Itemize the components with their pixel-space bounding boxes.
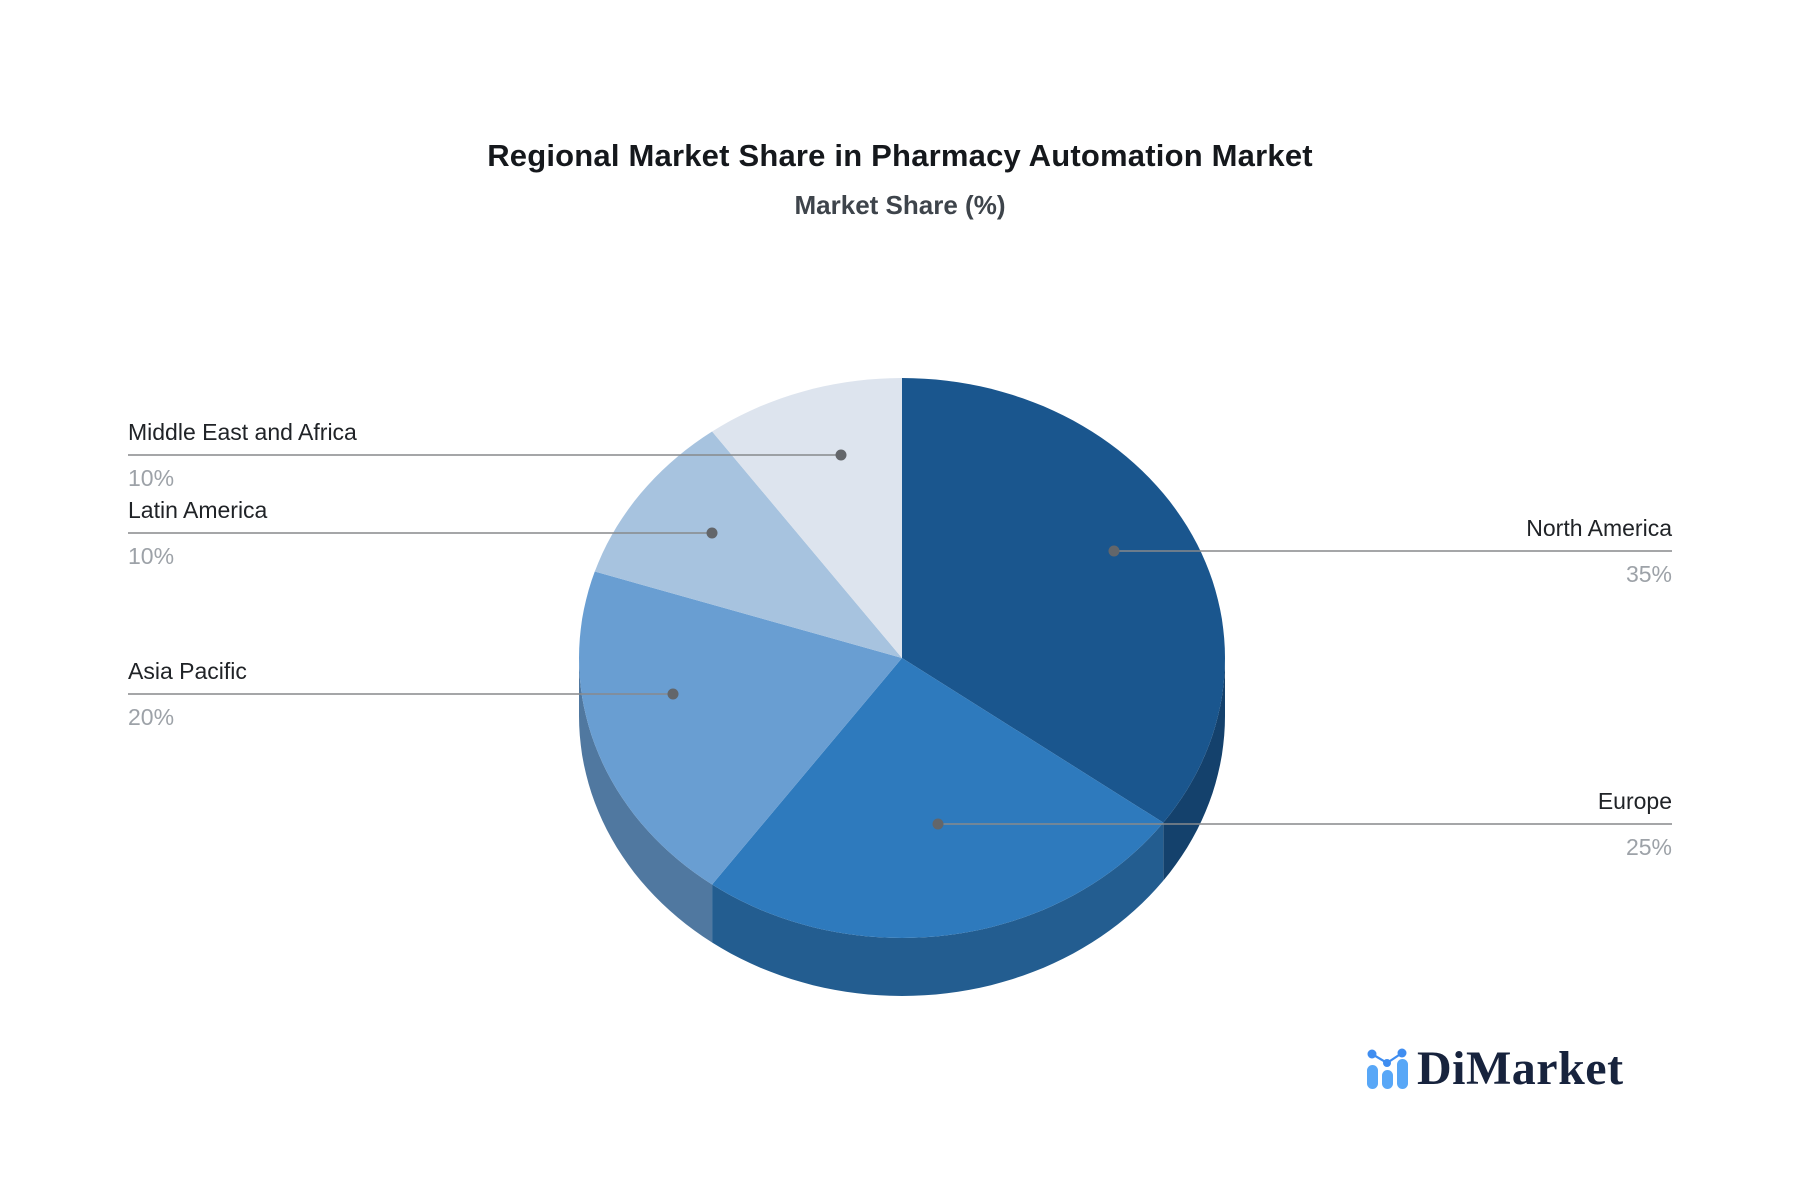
callout-north-america: North America 35% [1112,511,1672,589]
callout-dot [706,527,718,539]
pie-slice-asia-pacific-side [579,658,713,943]
callout-europe: Europe 25% [1112,784,1672,862]
slice-value-north-america: 35% [1625,561,1672,587]
pie-slice-middle-east-and-africa[interactable] [712,378,902,658]
pie-slices [579,378,1225,938]
dimarket-logo-icon [1367,1048,1408,1089]
slice-label-north-america: North America [1526,515,1672,541]
dimarket-logo[interactable]: DiMarket [1360,1040,1660,1110]
pie-slice-latin-america[interactable] [594,431,902,659]
callout-latin-america: Latin America 10% [128,493,688,571]
callout-dot [1108,545,1120,557]
chart-subtitle: Market Share (%) [794,190,1006,220]
callout-dot [667,688,679,700]
slice-value-middle-east-africa: 10% [128,465,175,491]
slice-label-latin-america: Latin America [128,497,268,523]
slice-value-latin-america: 10% [128,543,175,569]
pie-slice-europe-side [712,822,1164,996]
slice-label-asia-pacific: Asia Pacific [128,658,247,684]
chart-title: Regional Market Share in Pharmacy Automa… [487,138,1313,173]
pie-slice-europe[interactable] [712,658,1164,938]
pie-slice-north-america[interactable] [902,378,1225,823]
slice-label-middle-east-africa: Middle East and Africa [128,419,357,445]
callout-dot [835,449,847,461]
callout-dot [932,818,944,830]
callout-lines [128,449,1672,830]
slice-label-europe: Europe [1597,788,1672,814]
pie-slice-north-america-side [1163,658,1225,881]
slice-value-europe: 25% [1625,834,1672,860]
dimarket-logo-text: DiMarket [1417,1042,1624,1095]
slice-value-asia-pacific: 20% [128,704,175,730]
pie-3d-sides [579,658,1225,996]
callout-asia-pacific: Asia Pacific 20% [128,654,688,732]
callout-middle-east-africa: Middle East and Africa 10% [128,415,688,493]
pie-slice-asia-pacific[interactable] [579,571,902,885]
